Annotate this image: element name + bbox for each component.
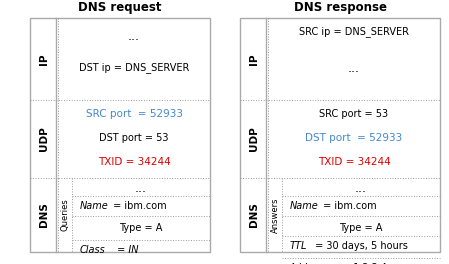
Text: ...: ... <box>135 182 147 195</box>
Text: = 30 days, 5 hours: = 30 days, 5 hours <box>312 241 408 251</box>
Text: DST port = 53: DST port = 53 <box>99 133 169 143</box>
Text: ...: ... <box>355 182 367 195</box>
Text: UDP: UDP <box>39 127 49 151</box>
Text: IP: IP <box>39 53 49 65</box>
Text: DST port  = 52933: DST port = 52933 <box>305 133 403 143</box>
Text: = IN: = IN <box>114 245 138 255</box>
Text: Name: Name <box>80 201 109 211</box>
Text: SRC port = 53: SRC port = 53 <box>319 109 388 119</box>
Text: ...: ... <box>128 30 140 43</box>
Text: = ibm.com: = ibm.com <box>320 201 377 211</box>
Bar <box>240 18 440 252</box>
Text: Name: Name <box>290 201 319 211</box>
Text: Type = A: Type = A <box>119 223 163 233</box>
Text: DNS request: DNS request <box>78 2 162 15</box>
Text: = 1.2.3.4: = 1.2.3.4 <box>342 263 387 264</box>
Text: Address: Address <box>290 263 329 264</box>
Text: Type = A: Type = A <box>339 223 383 233</box>
Text: ...: ... <box>348 62 360 74</box>
Text: Class: Class <box>80 245 106 255</box>
Text: TXID = 34244: TXID = 34244 <box>97 157 170 167</box>
Text: DST ip = DNS_SERVER: DST ip = DNS_SERVER <box>79 63 189 73</box>
Text: SRC ip = DNS_SERVER: SRC ip = DNS_SERVER <box>299 27 409 37</box>
Text: = ibm.com: = ibm.com <box>110 201 167 211</box>
Text: TXID = 34244: TXID = 34244 <box>317 157 390 167</box>
Text: DNS: DNS <box>249 202 259 228</box>
Text: Answers: Answers <box>270 197 279 233</box>
Text: DNS response: DNS response <box>294 2 387 15</box>
Text: IP: IP <box>249 53 259 65</box>
Bar <box>30 18 210 252</box>
Text: Queries: Queries <box>61 199 70 231</box>
Text: TTL: TTL <box>290 241 308 251</box>
Text: SRC port  = 52933: SRC port = 52933 <box>85 109 182 119</box>
Text: DNS: DNS <box>39 202 49 228</box>
Text: UDP: UDP <box>249 127 259 151</box>
